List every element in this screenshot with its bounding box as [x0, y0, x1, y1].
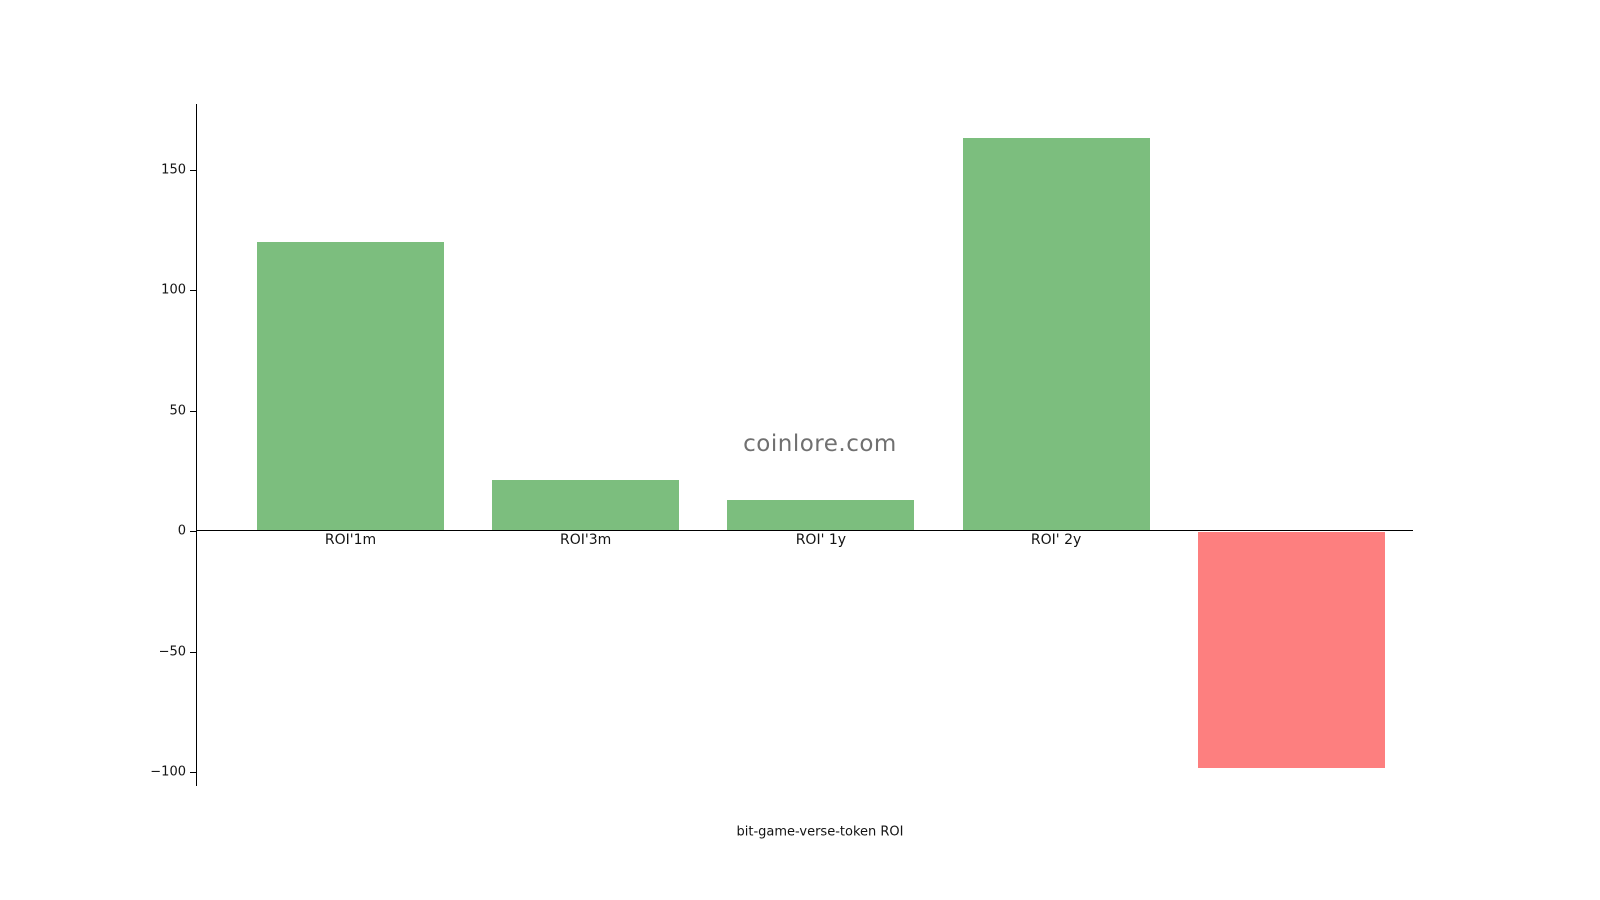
bar-roi-1y [727, 499, 915, 531]
y-axis-tick-label: 100 [161, 282, 186, 298]
x-axis-label-roi-2y: ROI' 2y [1030, 532, 1082, 548]
y-axis-tick [190, 290, 196, 291]
y-axis-tick-label: 150 [161, 162, 186, 177]
y-axis-tick [190, 531, 196, 532]
y-axis-tick [190, 410, 196, 412]
y-axis-tick-label: −100 [150, 764, 186, 780]
y-axis-line [196, 104, 197, 786]
x-axis-label-roi-1m: ROI'1m [324, 532, 377, 548]
chart-title: bit-game-verse-token ROI [736, 824, 904, 840]
y-axis-tick [190, 169, 196, 171]
y-axis-tick [190, 772, 196, 773]
bar-roi-1m [257, 241, 444, 531]
x-axis-label-roi-1y: ROI' 1y [795, 532, 847, 548]
x-axis-line [196, 530, 1413, 531]
bar-roi-3m [492, 480, 680, 531]
x-axis-label-roi-3m: ROI'3m [560, 532, 612, 548]
bar-roi-2y [962, 138, 1150, 531]
bar-negative-5 [1197, 532, 1385, 769]
y-axis-tick-label: 0 [177, 523, 186, 539]
y-axis-tick [190, 651, 196, 653]
y-axis-tick-label: 50 [169, 403, 186, 418]
y-axis-tick-label: −50 [158, 644, 186, 659]
watermark: coinlore.com [743, 431, 897, 457]
